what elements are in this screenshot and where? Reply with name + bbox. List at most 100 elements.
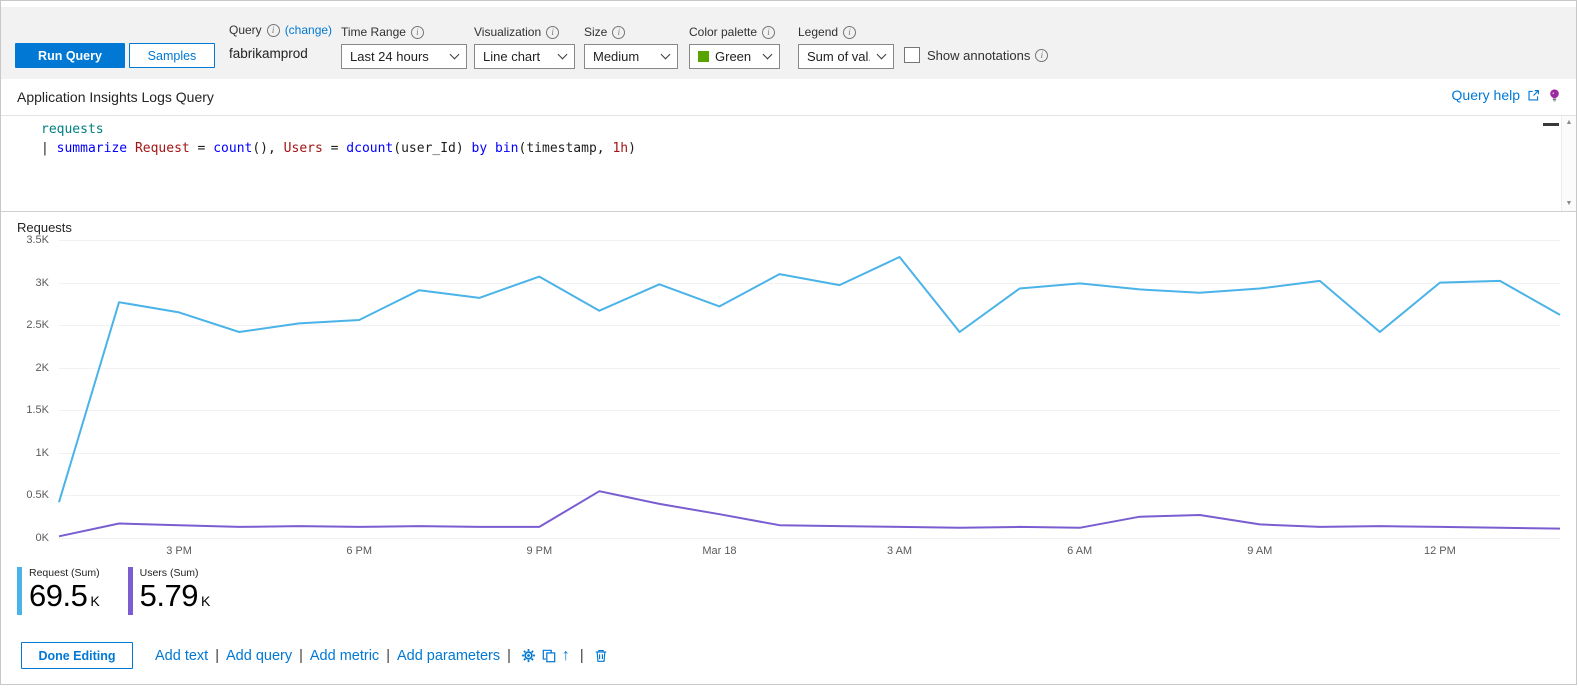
- info-icon: [410, 25, 424, 39]
- gridline: [59, 410, 1560, 412]
- x-axis-label: 6 AM: [1067, 545, 1093, 557]
- samples-button[interactable]: Samples: [129, 43, 215, 68]
- add-metric-link[interactable]: Add metric: [309, 647, 380, 664]
- edit-toolbar: Done Editing Add text | Add query | Add metr…: [21, 642, 1576, 669]
- query-toolbar: Run Query Samples Query (change) fabrika…: [1, 7, 1576, 79]
- legend-series-value: 69.5 K: [29, 578, 100, 613]
- info-icon: [266, 23, 280, 37]
- gridline: [59, 452, 1560, 454]
- scroll-down-icon[interactable]: [1562, 199, 1576, 209]
- change-query-link[interactable]: (change): [284, 23, 333, 37]
- y-axis-label: 3.5K: [26, 234, 49, 246]
- settings-icon[interactable]: [521, 648, 536, 663]
- editor-scrollbar[interactable]: [1561, 116, 1576, 211]
- query-section-header: Application Insights Logs Query Query he…: [1, 79, 1576, 115]
- y-axis-label: 1.5K: [26, 404, 49, 417]
- visualization-dropdown[interactable]: Line chart: [474, 44, 575, 69]
- add-query-link[interactable]: Add query: [225, 647, 293, 664]
- users-line: [59, 491, 1560, 536]
- code-line[interactable]: | summarize Request = count(), Users = d…: [41, 141, 636, 156]
- legend-value-unit: K: [200, 593, 210, 609]
- legend-item: Request (Sum) 69.5 K: [17, 567, 100, 615]
- gridline: [59, 282, 1560, 284]
- code-content[interactable]: requests | summarize Request = count(), U…: [1, 116, 1576, 158]
- legend-series-label: Request (Sum): [29, 567, 100, 579]
- size-dropdown[interactable]: Medium: [584, 44, 678, 69]
- separator: |: [579, 647, 584, 664]
- move-up-icon[interactable]: [562, 647, 570, 665]
- chevron-down-icon: [449, 49, 460, 60]
- code-line[interactable]: requests: [41, 122, 104, 137]
- external-link-icon[interactable]: [1527, 89, 1540, 102]
- show-annotations-label: Show annotations: [927, 47, 1031, 63]
- info-icon: [546, 25, 560, 39]
- size-value: Medium: [593, 49, 640, 64]
- x-axis: 3 PM 6 PM 9 PM Mar 18 3 AM 6 AM 9 AM 12 PM: [59, 542, 1560, 562]
- section-title: Application Insights Logs Query: [17, 89, 214, 105]
- run-query-button[interactable]: Run Query: [15, 43, 125, 68]
- x-axis-label: 12 PM: [1424, 545, 1456, 557]
- legend-color-bar: [127, 567, 133, 615]
- x-axis-label: 3 AM: [887, 545, 913, 557]
- size-label: Size: [584, 25, 608, 39]
- show-annotations-checkbox[interactable]: [904, 47, 920, 63]
- copy-icon[interactable]: [542, 649, 556, 663]
- separator: |: [507, 647, 511, 664]
- legend-dropdown[interactable]: Sum of val...: [798, 44, 894, 69]
- gridline: [59, 495, 1560, 497]
- kql-code-editor[interactable]: requests | summarize Request = count(), U…: [1, 115, 1576, 212]
- footer-nav: Add text | Add query | Add metric | Add parame…: [155, 647, 611, 665]
- gridline: [59, 538, 1560, 539]
- chevron-down-icon: [660, 49, 671, 60]
- y-axis-label: 1K: [35, 446, 49, 459]
- x-axis-label: Mar 18: [702, 545, 737, 557]
- visualization-value: Line chart: [483, 49, 541, 64]
- delete-icon[interactable]: [594, 648, 608, 663]
- x-axis-label: 9 AM: [1247, 545, 1273, 557]
- info-icon: [762, 25, 776, 39]
- x-axis-label: 6 PM: [346, 545, 373, 557]
- time-range-control: Time Range Last 24 hours: [341, 25, 467, 69]
- green-swatch-icon: [698, 51, 709, 62]
- gridline: [59, 367, 1560, 369]
- query-help-link[interactable]: Query help: [1451, 87, 1520, 103]
- y-axis-label: 2K: [35, 361, 49, 374]
- query-label: Query: [229, 23, 262, 37]
- y-axis-label: 2.5K: [26, 319, 49, 332]
- x-axis-label: 3 PM: [166, 545, 192, 557]
- chart-title: Requests: [17, 220, 72, 235]
- show-annotations-group: Show annotations: [904, 47, 1049, 63]
- time-range-label: Time Range: [341, 25, 406, 39]
- query-value: fabrikamprod: [229, 46, 308, 61]
- request-line: [59, 257, 1560, 502]
- add-parameters-link[interactable]: Add parameters: [396, 647, 501, 664]
- color-palette-control: Color palette Green: [689, 25, 780, 69]
- add-text-link[interactable]: Add text: [155, 647, 209, 664]
- legend-value-unit: K: [90, 593, 100, 609]
- separator: |: [299, 647, 303, 664]
- time-range-value: Last 24 hours: [350, 49, 429, 64]
- info-icon: [612, 25, 626, 39]
- y-axis-label: 0K: [35, 532, 49, 544]
- legend-color-bar: [17, 567, 22, 615]
- legend-label: Legend: [798, 25, 839, 39]
- chevron-down-icon: [876, 49, 887, 60]
- requests-chart[interactable]: 3.5K 3K 2.5K 2K 1.5K 1K 0.5K 0K: [1, 234, 1576, 544]
- legend-series-label: Users (Sum): [139, 567, 199, 579]
- legend-control: Legend Sum of val...: [798, 25, 894, 69]
- line-chart-svg: [59, 240, 1560, 538]
- y-axis-label: 3K: [35, 276, 49, 289]
- done-editing-button[interactable]: Done Editing: [21, 642, 133, 669]
- info-icon: [1035, 48, 1049, 62]
- color-palette-dropdown[interactable]: Green: [689, 44, 780, 69]
- time-range-dropdown[interactable]: Last 24 hours: [341, 44, 467, 69]
- chart-legend: Request (Sum) 69.5 K Users (Sum) 5.79 K: [17, 567, 210, 615]
- legend-item: Users (Sum) 5.79 K: [127, 567, 210, 615]
- y-axis-label: 0.5K: [26, 489, 49, 502]
- plot-area[interactable]: [59, 240, 1560, 539]
- query-picker: Query (change) fabrikamprod: [229, 23, 332, 61]
- chevron-down-icon: [762, 49, 773, 60]
- x-axis-label: 9 PM: [526, 545, 553, 557]
- scroll-up-icon[interactable]: [1562, 118, 1576, 128]
